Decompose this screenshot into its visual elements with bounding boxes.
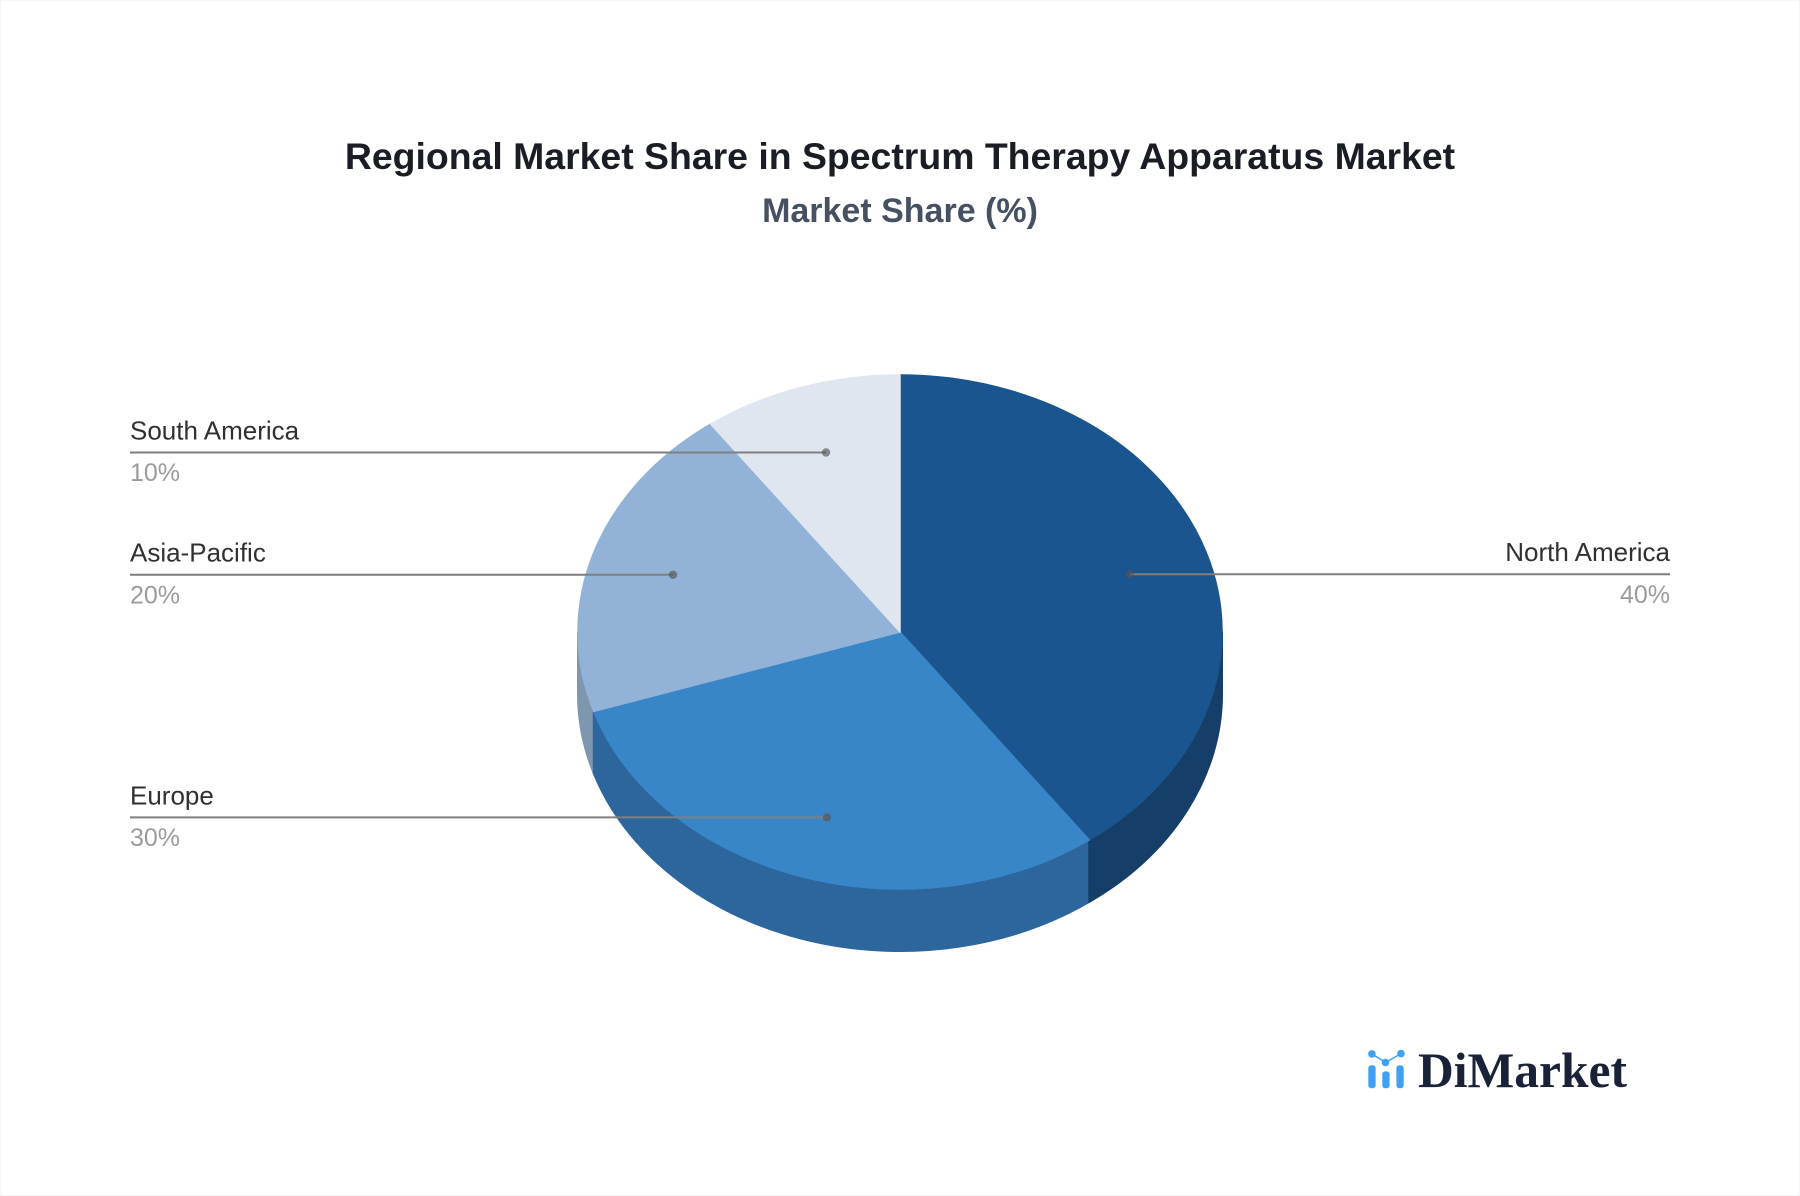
svg-text:North America: North America <box>1505 537 1670 567</box>
svg-text:10%: 10% <box>130 459 180 487</box>
svg-text:Europe: Europe <box>130 780 214 810</box>
svg-text:South America: South America <box>130 416 300 446</box>
svg-text:Asia-Pacific: Asia-Pacific <box>130 538 266 568</box>
svg-text:30%: 30% <box>130 824 180 852</box>
svg-text:20%: 20% <box>130 581 180 609</box>
svg-text:40%: 40% <box>1620 581 1670 609</box>
svg-text:DiMarket: DiMarket <box>1418 1043 1627 1098</box>
svg-text:Regional Market Share in Spect: Regional Market Share in Spectrum Therap… <box>345 135 1455 177</box>
svg-text:Market Share (%): Market Share (%) <box>762 192 1038 230</box>
